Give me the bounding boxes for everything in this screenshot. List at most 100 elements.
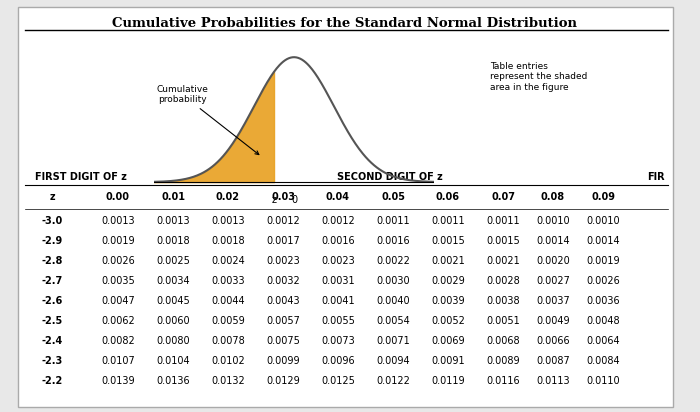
Text: 0.0033: 0.0033 (211, 276, 245, 286)
Text: 0.0026: 0.0026 (586, 276, 620, 286)
Text: 0.0078: 0.0078 (211, 336, 245, 346)
Text: 0.0037: 0.0037 (536, 296, 570, 306)
Text: 0.0087: 0.0087 (536, 356, 570, 366)
Text: 0.0019: 0.0019 (586, 256, 620, 266)
Text: -2.6: -2.6 (41, 296, 62, 306)
Text: 0.0084: 0.0084 (586, 356, 620, 366)
Text: 0.0044: 0.0044 (211, 296, 245, 306)
Text: -2.4: -2.4 (41, 336, 62, 346)
Text: 0.0034: 0.0034 (156, 276, 190, 286)
Text: 0.0023: 0.0023 (321, 256, 355, 266)
Text: 0.0136: 0.0136 (156, 376, 190, 386)
Text: 0.0026: 0.0026 (101, 256, 135, 266)
Text: 0.0099: 0.0099 (266, 356, 300, 366)
Text: -2.7: -2.7 (41, 276, 62, 286)
Text: 0.04: 0.04 (326, 192, 350, 202)
Text: 0.0031: 0.0031 (321, 276, 355, 286)
Text: 0.0030: 0.0030 (376, 276, 410, 286)
Text: 0.07: 0.07 (491, 192, 515, 202)
Text: 0.0024: 0.0024 (211, 256, 245, 266)
Text: 0.0032: 0.0032 (266, 276, 300, 286)
Text: 0.0119: 0.0119 (431, 376, 465, 386)
Text: 0.0104: 0.0104 (156, 356, 190, 366)
Text: Cumulative
probability: Cumulative probability (156, 85, 259, 154)
Text: 0.08: 0.08 (541, 192, 565, 202)
Text: 0.0071: 0.0071 (376, 336, 410, 346)
Text: 0.0129: 0.0129 (266, 376, 300, 386)
Text: 0.0039: 0.0039 (431, 296, 465, 306)
Text: 0.0051: 0.0051 (486, 316, 520, 326)
Text: Cumulative Probabilities for the Standard Normal Distribution: Cumulative Probabilities for the Standar… (113, 17, 578, 30)
Text: z: z (272, 194, 276, 205)
Text: -2.9: -2.9 (41, 236, 62, 246)
Text: FIR: FIR (648, 172, 665, 182)
Text: 0.0075: 0.0075 (266, 336, 300, 346)
Text: 0.0064: 0.0064 (586, 336, 620, 346)
Text: 0.0011: 0.0011 (486, 216, 520, 226)
Text: 0.06: 0.06 (436, 192, 460, 202)
Text: 0.02: 0.02 (216, 192, 240, 202)
Text: 0.0082: 0.0082 (101, 336, 135, 346)
Text: 0.0102: 0.0102 (211, 356, 245, 366)
Text: 0.0045: 0.0045 (156, 296, 190, 306)
Text: 0.0048: 0.0048 (586, 316, 620, 326)
Text: 0.0125: 0.0125 (321, 376, 355, 386)
FancyBboxPatch shape (18, 7, 673, 407)
Text: 0: 0 (291, 194, 297, 205)
Text: 0.0040: 0.0040 (376, 296, 410, 306)
Text: 0.0054: 0.0054 (376, 316, 410, 326)
Text: 0.0052: 0.0052 (431, 316, 465, 326)
Text: 0.0013: 0.0013 (102, 216, 135, 226)
Text: 0.0012: 0.0012 (321, 216, 355, 226)
Text: 0.0016: 0.0016 (321, 236, 355, 246)
Text: 0.0017: 0.0017 (266, 236, 300, 246)
Text: 0.0013: 0.0013 (211, 216, 245, 226)
Text: 0.0041: 0.0041 (321, 296, 355, 306)
Text: 0.0047: 0.0047 (101, 296, 135, 306)
Text: 0.0012: 0.0012 (266, 216, 300, 226)
Text: 0.0062: 0.0062 (101, 316, 135, 326)
Text: 0.0014: 0.0014 (536, 236, 570, 246)
Text: 0.0014: 0.0014 (586, 236, 620, 246)
Text: 0.0038: 0.0038 (486, 296, 520, 306)
Text: 0.0094: 0.0094 (376, 356, 410, 366)
Text: 0.0055: 0.0055 (321, 316, 355, 326)
Text: 0.0116: 0.0116 (486, 376, 520, 386)
Text: 0.0139: 0.0139 (102, 376, 135, 386)
Text: FIRST DIGIT OF z: FIRST DIGIT OF z (35, 172, 127, 182)
Text: SECOND DIGIT OF z: SECOND DIGIT OF z (337, 172, 443, 182)
Text: -2.5: -2.5 (41, 316, 62, 326)
Text: 0.01: 0.01 (161, 192, 185, 202)
Text: 0.0021: 0.0021 (486, 256, 520, 266)
Text: 0.0027: 0.0027 (536, 276, 570, 286)
Text: 0.0113: 0.0113 (536, 376, 570, 386)
Text: 0.0018: 0.0018 (211, 236, 245, 246)
Text: -2.8: -2.8 (41, 256, 63, 266)
Text: 0.0096: 0.0096 (321, 356, 355, 366)
Text: 0.0010: 0.0010 (586, 216, 620, 226)
Text: 0.0023: 0.0023 (266, 256, 300, 266)
Text: 0.0021: 0.0021 (431, 256, 465, 266)
Text: 0.00: 0.00 (106, 192, 130, 202)
Text: 0.0011: 0.0011 (376, 216, 410, 226)
Text: 0.03: 0.03 (271, 192, 295, 202)
Text: 0.0122: 0.0122 (376, 376, 410, 386)
Text: -2.2: -2.2 (41, 376, 62, 386)
Text: 0.0022: 0.0022 (376, 256, 410, 266)
Text: 0.05: 0.05 (381, 192, 405, 202)
Text: 0.0049: 0.0049 (536, 316, 570, 326)
Text: 0.09: 0.09 (591, 192, 615, 202)
Text: 0.0043: 0.0043 (266, 296, 300, 306)
Text: 0.0011: 0.0011 (431, 216, 465, 226)
Text: 0.0036: 0.0036 (586, 296, 620, 306)
Text: 0.0028: 0.0028 (486, 276, 520, 286)
Text: 0.0019: 0.0019 (102, 236, 135, 246)
Text: -2.3: -2.3 (41, 356, 62, 366)
Text: 0.0110: 0.0110 (586, 376, 620, 386)
Text: 0.0060: 0.0060 (156, 316, 190, 326)
Text: 0.0132: 0.0132 (211, 376, 245, 386)
Text: 0.0073: 0.0073 (321, 336, 355, 346)
Text: 0.0016: 0.0016 (376, 236, 410, 246)
Text: -3.0: -3.0 (41, 216, 62, 226)
Text: 0.0015: 0.0015 (486, 236, 520, 246)
